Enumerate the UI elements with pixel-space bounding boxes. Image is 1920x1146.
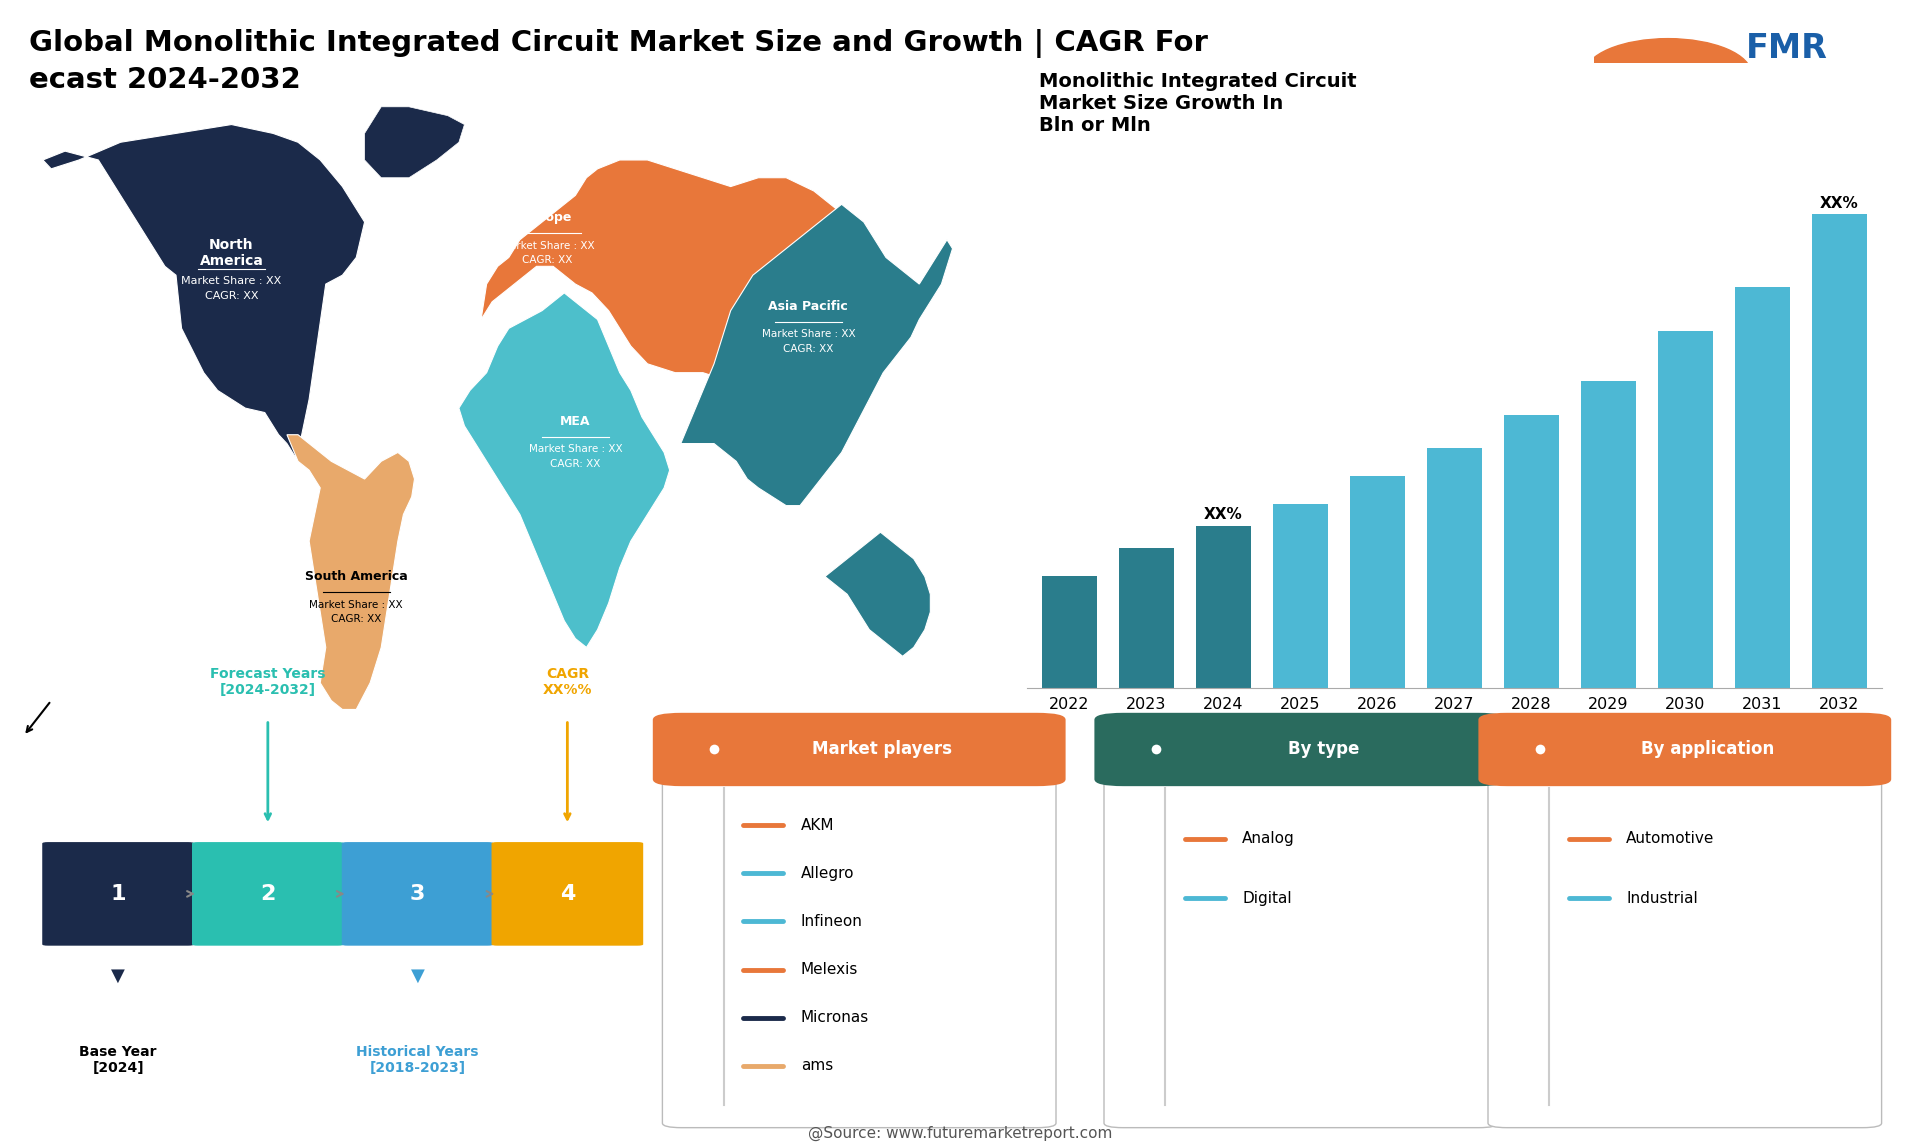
Text: CAGR
XX%%: CAGR XX%% (543, 667, 591, 697)
Text: Market Share : XX
CAGR: XX: Market Share : XX CAGR: XX (180, 276, 282, 301)
Text: ▼: ▼ (111, 967, 125, 986)
Bar (1580, 382, 1636, 688)
Text: By application: By application (1642, 740, 1774, 759)
Text: Europe: Europe (522, 211, 572, 225)
Text: Historical Years
[2018-2023]: Historical Years [2018-2023] (357, 1045, 478, 1075)
Text: XX%: XX% (1820, 196, 1859, 211)
Text: Base Year
[2024]: Base Year [2024] (79, 1045, 157, 1075)
Text: AKM: AKM (801, 817, 833, 833)
Text: 👤: 👤 (1661, 62, 1676, 86)
Text: ams: ams (801, 1058, 833, 1074)
Text: FUTURE MARKET REPORT: FUTURE MARKET REPORT (1740, 83, 1836, 91)
Polygon shape (482, 160, 910, 391)
Bar (1043, 576, 1096, 688)
Bar (1503, 415, 1559, 688)
Bar (1273, 504, 1329, 688)
Text: Market Share : XX
CAGR: XX: Market Share : XX CAGR: XX (309, 599, 403, 625)
Polygon shape (365, 107, 465, 178)
Text: Melexis: Melexis (801, 961, 858, 978)
Text: Market Share : XX
CAGR: XX: Market Share : XX CAGR: XX (762, 329, 854, 354)
Text: By type: By type (1288, 740, 1359, 759)
Bar (1196, 526, 1252, 688)
Text: MEA: MEA (561, 415, 591, 427)
Bar (1657, 331, 1713, 688)
Text: Analog: Analog (1242, 831, 1294, 847)
Text: Digital: Digital (1242, 890, 1292, 906)
Polygon shape (826, 532, 931, 657)
Text: 1: 1 (109, 884, 127, 904)
Text: Forecast Years
[2024-2032]: Forecast Years [2024-2032] (209, 667, 326, 697)
Text: Market Share : XX
CAGR: XX: Market Share : XX CAGR: XX (528, 445, 622, 469)
Text: Monolithic Integrated Circuit
Market Size Growth In
Bln or Mln: Monolithic Integrated Circuit Market Siz… (1039, 72, 1356, 135)
FancyBboxPatch shape (42, 842, 194, 945)
Text: @Source: www.futuremarketreport.com: @Source: www.futuremarketreport.com (808, 1127, 1112, 1141)
FancyBboxPatch shape (192, 842, 344, 945)
Text: ecast 2024-2032: ecast 2024-2032 (29, 66, 301, 94)
Text: 2: 2 (259, 884, 276, 904)
Circle shape (1584, 39, 1751, 109)
Text: Automotive: Automotive (1626, 831, 1715, 847)
FancyBboxPatch shape (1094, 713, 1507, 786)
Text: Market Share : XX
CAGR: XX: Market Share : XX CAGR: XX (501, 241, 595, 266)
Text: Infineon: Infineon (801, 913, 862, 929)
Text: North
America: North America (200, 238, 263, 268)
Polygon shape (682, 204, 952, 505)
Text: ▼: ▼ (411, 967, 424, 986)
Text: Global Monolithic Integrated Circuit Market Size and Growth | CAGR For: Global Monolithic Integrated Circuit Mar… (29, 29, 1208, 57)
FancyBboxPatch shape (492, 842, 643, 945)
Text: XX%: XX% (1204, 508, 1242, 523)
FancyBboxPatch shape (1478, 713, 1891, 786)
Bar (1350, 476, 1405, 688)
FancyBboxPatch shape (653, 713, 1066, 786)
Polygon shape (286, 434, 415, 709)
Text: FMR: FMR (1745, 32, 1828, 65)
FancyBboxPatch shape (1104, 775, 1498, 1128)
Text: 3: 3 (409, 884, 426, 904)
Polygon shape (42, 125, 365, 457)
Text: Allegro: Allegro (801, 865, 854, 881)
Text: 4: 4 (559, 884, 576, 904)
Bar (1427, 448, 1482, 688)
Text: Market players: Market players (812, 740, 952, 759)
Text: Asia Pacific: Asia Pacific (768, 300, 849, 313)
Bar (1734, 286, 1789, 688)
FancyBboxPatch shape (1488, 775, 1882, 1128)
Bar (1119, 549, 1175, 688)
FancyBboxPatch shape (342, 842, 493, 945)
Bar (1812, 214, 1866, 688)
Text: Micronas: Micronas (801, 1010, 870, 1026)
Text: Industrial: Industrial (1626, 890, 1697, 906)
Text: South America: South America (305, 570, 407, 583)
FancyBboxPatch shape (662, 775, 1056, 1128)
Polygon shape (459, 293, 670, 647)
